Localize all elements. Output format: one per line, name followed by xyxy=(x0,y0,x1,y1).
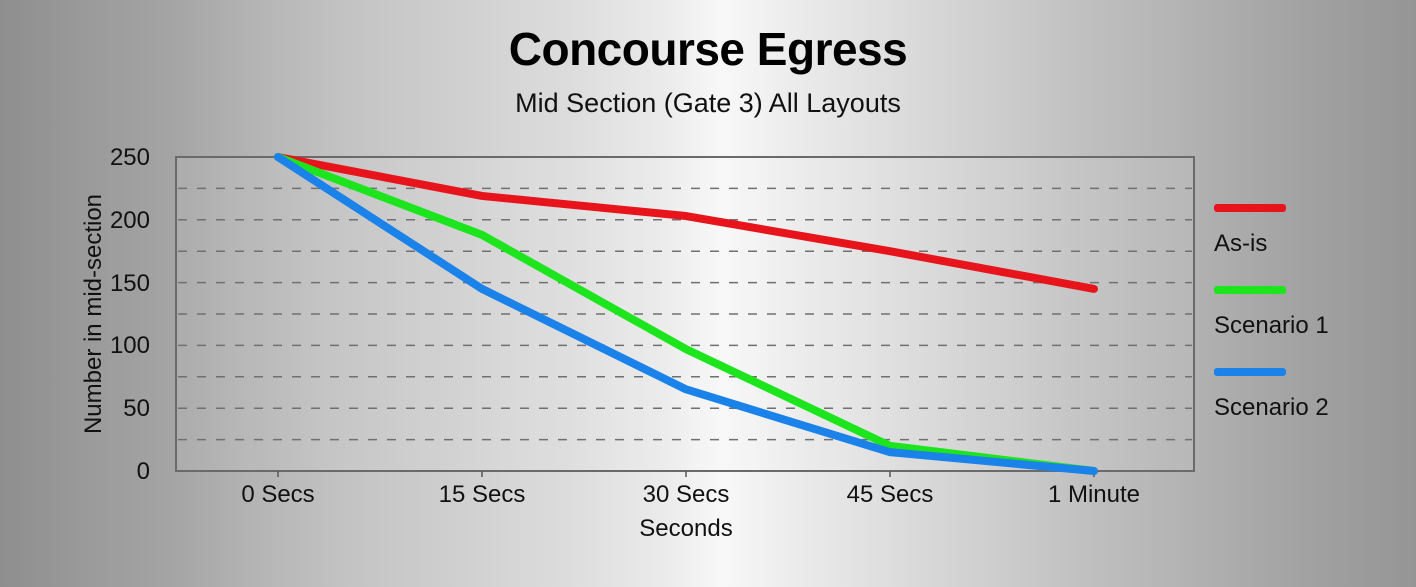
legend-item-as-is[interactable]: As-is xyxy=(1210,196,1390,278)
y-tick-0: 0 xyxy=(136,458,150,485)
legend: As-is Scenario 1 Scenario 2 xyxy=(1210,196,1390,442)
legend-label: Scenario 2 xyxy=(1214,394,1329,421)
y-tick-50: 50 xyxy=(123,395,150,422)
legend-swatch-red xyxy=(1214,204,1286,212)
y-tick-150: 150 xyxy=(109,270,150,297)
plot-frame xyxy=(175,156,1195,472)
gridlines xyxy=(178,187,1192,441)
chart-subtitle: Mid Section (Gate 3) All Layouts xyxy=(515,88,901,118)
y-tick-250: 250 xyxy=(109,144,150,171)
series-line-as-is xyxy=(274,153,1098,293)
x-tick-30: 30 Secs xyxy=(642,481,730,508)
x-axis-label: Seconds xyxy=(639,515,733,542)
series-line-scenario-2 xyxy=(274,153,1098,475)
y-tick-200: 200 xyxy=(109,207,150,234)
x-tick-15: 15 Secs xyxy=(438,481,526,508)
chart-title: Concourse Egress xyxy=(508,23,908,75)
series-line-scenario-1 xyxy=(274,153,1098,475)
x-tick-45: 45 Secs xyxy=(846,481,934,508)
series-lines xyxy=(274,153,1098,475)
x-tick-60: 1 Minute xyxy=(1047,481,1141,508)
legend-label: As-is xyxy=(1214,230,1268,257)
x-tick-0: 0 Secs xyxy=(241,481,315,508)
y-axis-label-container: Number in mid-section xyxy=(74,157,114,471)
legend-item-scenario-1[interactable]: Scenario 1 xyxy=(1210,278,1390,360)
legend-label: Scenario 1 xyxy=(1214,312,1329,339)
legend-swatch-blue xyxy=(1214,368,1286,376)
legend-swatch-green xyxy=(1214,286,1286,294)
y-tick-100: 100 xyxy=(109,332,150,359)
legend-item-scenario-2[interactable]: Scenario 2 xyxy=(1210,360,1390,442)
